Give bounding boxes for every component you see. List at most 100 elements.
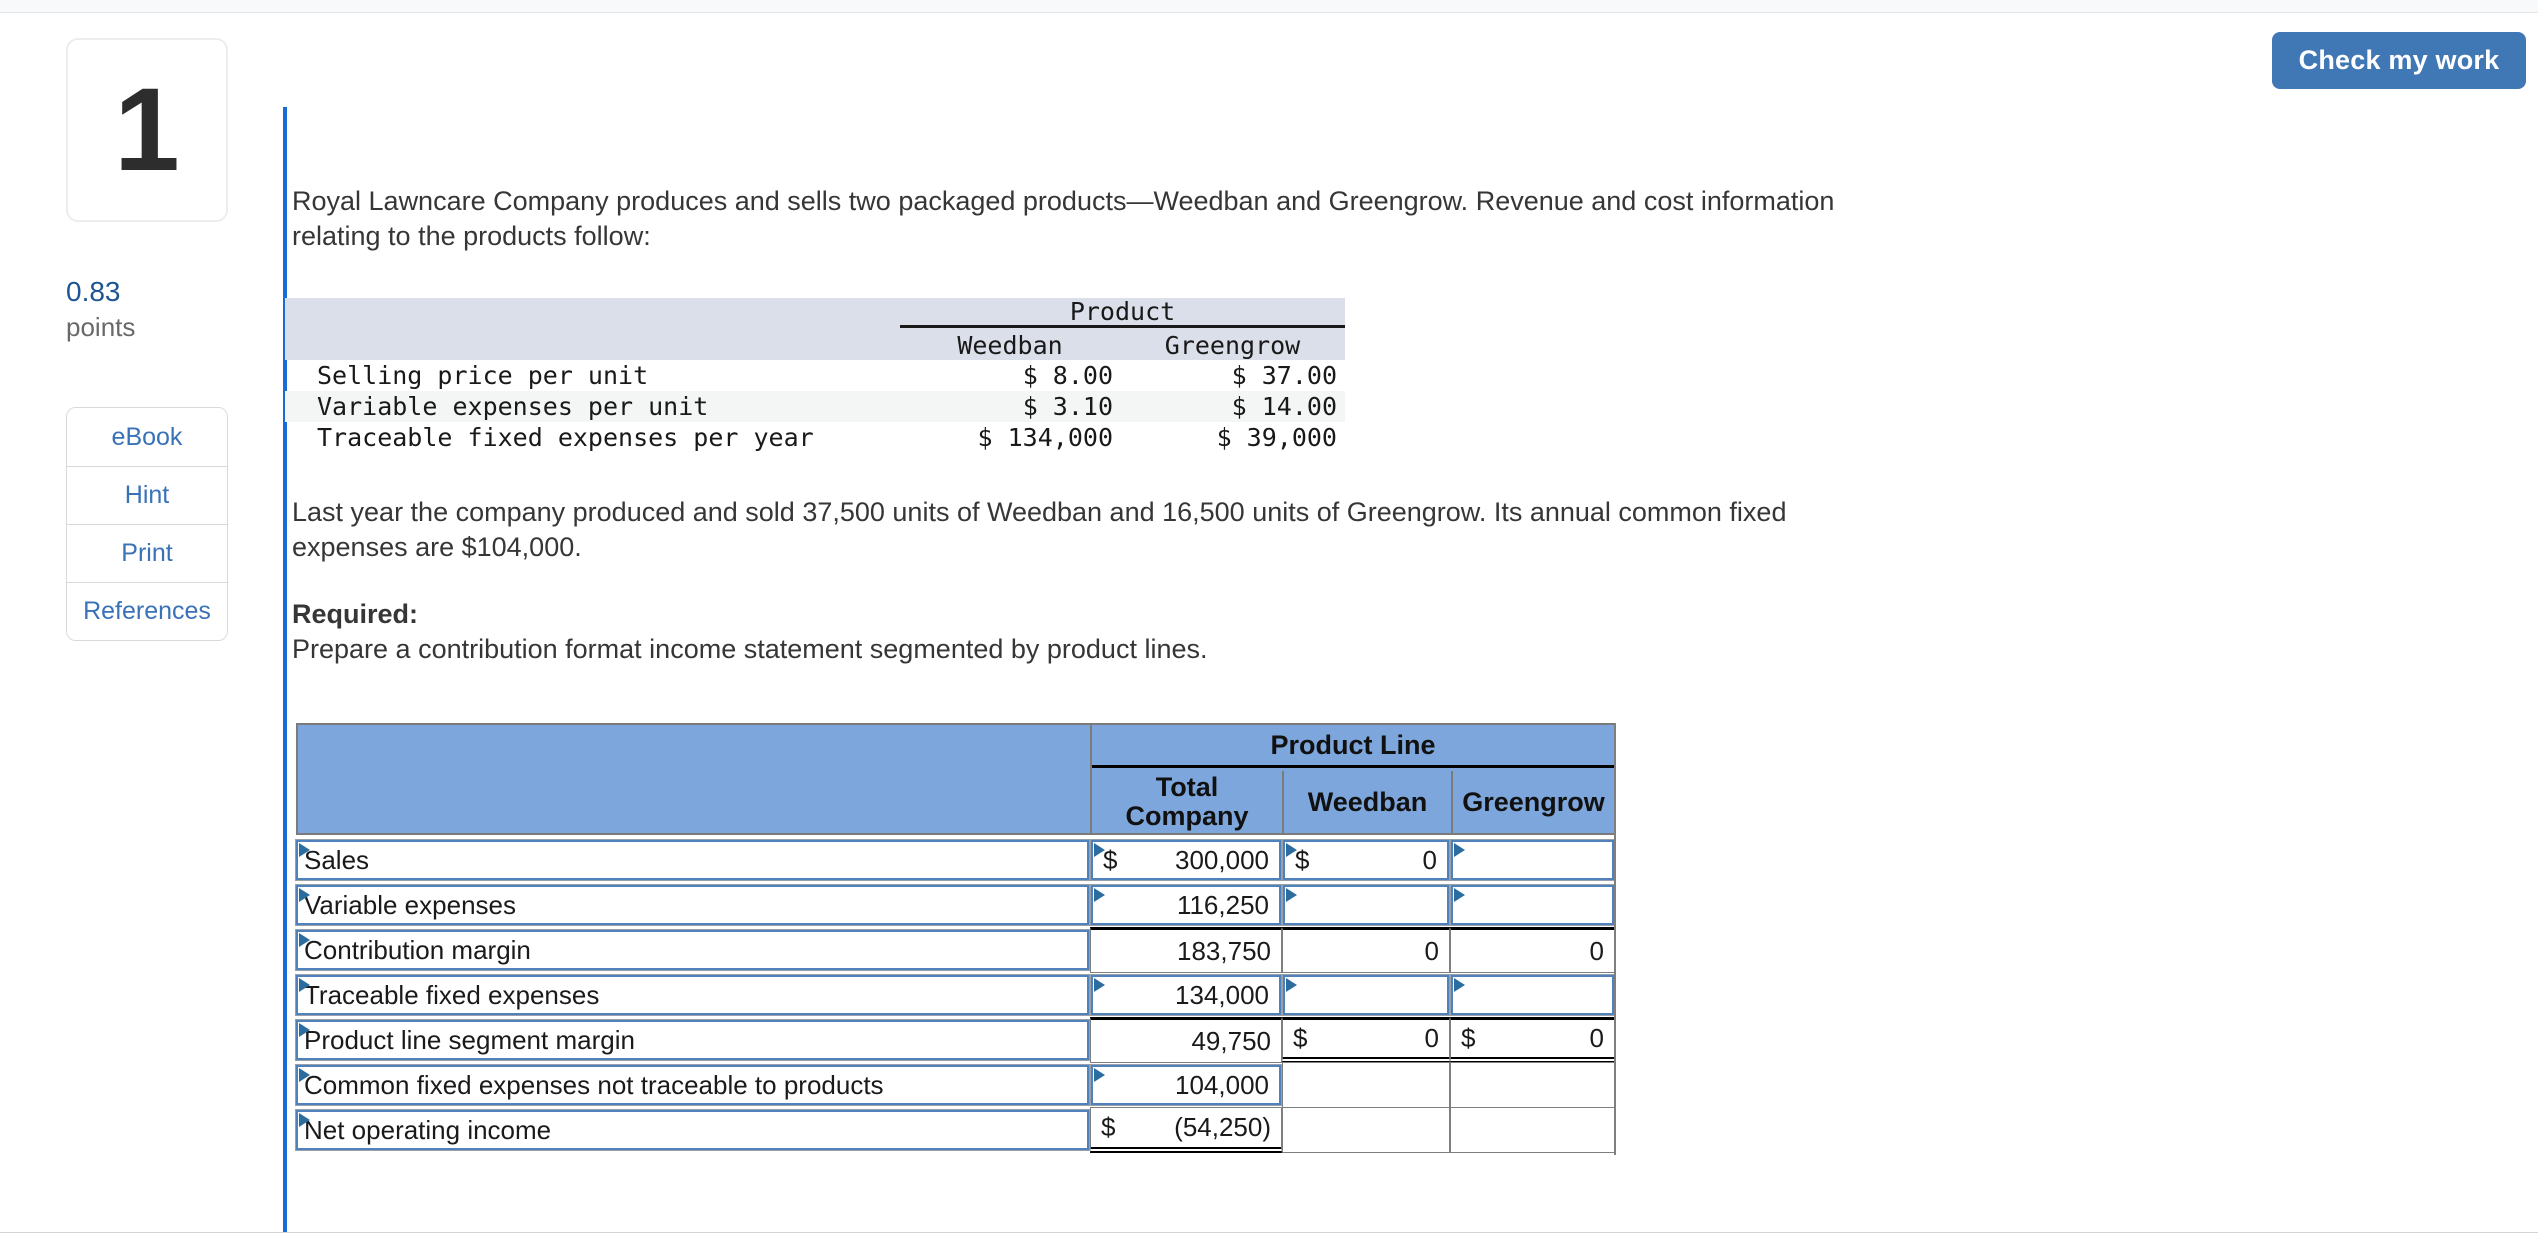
traceable-fixed-row-label[interactable]: Traceable fixed expenses [296,975,1089,1015]
table-outer-border [1614,723,1616,1155]
check-my-work-label: Check my work [2298,45,2500,75]
contribution-margin-weedban-cell: 0 [1282,927,1450,973]
segment-margin-greengrow-cell: $ 0 [1450,1017,1615,1063]
required-text: Prepare a contribution format income sta… [292,634,1208,664]
check-my-work-button[interactable]: Check my work [2272,32,2526,89]
row-label: Selling price per unit [317,361,649,390]
net-operating-income-weedban-cell [1282,1107,1450,1153]
question-number: 1 [114,64,180,196]
resource-button-group: eBook Hint Print References [66,407,228,641]
hint-button[interactable]: Hint [67,466,227,524]
segment-margin-weedban-cell: $ 0 [1282,1017,1450,1063]
content-divider-line [283,107,287,1232]
contribution-margin-row-label[interactable]: Contribution margin [296,930,1089,970]
sales-weedban-input[interactable]: $ 0 [1283,840,1449,880]
cell-value: 0 [1422,844,1437,875]
net-operating-income-total-cell: $ (54,250) [1090,1107,1282,1153]
table-row: Variable expenses per unit $ 3.10 $ 14.0… [285,391,1345,422]
intro-line-1: Royal Lawncare Company produces and sell… [292,186,1835,216]
cell-value: (54,250) [1174,1112,1271,1142]
currency-symbol: $ [1101,1112,1116,1142]
total-company-column-header: Total Company [1125,772,1249,831]
variable-expenses-weedban-input[interactable] [1283,885,1449,925]
row-label-text: Traceable fixed expenses [304,979,600,1010]
greengrow-value: $ 39,000 [1216,423,1337,452]
net-operating-income-greengrow-cell [1450,1107,1615,1153]
cell-value: 0 [1589,935,1604,966]
currency-symbol: $ [1295,844,1310,875]
traceable-fixed-total-input[interactable]: 134,000 [1091,975,1281,1015]
problem-intro: Royal Lawncare Company produces and sell… [292,184,1834,254]
greengrow-value: $ 14.00 [1231,392,1337,421]
weedban-value: $ 8.00 [1022,361,1113,390]
weedban-value: $ 134,000 [977,423,1113,452]
product-data-table: Product Weedban Greengrow Selling price … [285,297,1345,453]
cell-value: 49,750 [1191,1025,1271,1056]
cell-value: 0 [1424,935,1439,966]
print-button[interactable]: Print [67,524,227,582]
header-divider [1282,771,1284,833]
references-button[interactable]: References [67,582,227,640]
row-label-text: Common fixed expenses not traceable to p… [304,1069,884,1100]
product-data-table-header [285,298,1345,360]
traceable-fixed-greengrow-input[interactable] [1451,975,1614,1015]
sales-total-input[interactable]: $ 300,000 [1091,840,1281,880]
contribution-margin-total-cell: 183,750 [1090,927,1282,973]
product-group-header: Product [900,297,1345,328]
cell-value: 104,000 [1175,1069,1269,1100]
sales-row-label[interactable]: Sales [296,840,1089,880]
common-fixed-weedban-cell [1282,1062,1450,1110]
cell-value: 300,000 [1175,844,1269,875]
variable-expenses-total-input[interactable]: 116,250 [1091,885,1281,925]
greengrow-column-header: Greengrow [1164,330,1301,360]
traceable-fixed-weedban-input[interactable] [1283,975,1449,1015]
product-line-group-header: Product Line [1092,725,1614,768]
row-label-text: Sales [304,844,370,875]
row-label-text: Contribution margin [304,934,531,965]
points-value: 0.83 [66,276,121,307]
net-operating-income-row-label[interactable]: Net operating income [296,1110,1089,1150]
currency-symbol: $ [1103,844,1118,875]
weedban-column-header: Weedban [957,330,1063,360]
question-number-card: 1 [66,38,228,222]
currency-symbol: $ [1461,1023,1476,1053]
cell-value: 183,750 [1177,935,1271,966]
segment-margin-total-cell: 49,750 [1090,1017,1282,1063]
ebook-button[interactable]: eBook [67,408,227,466]
cell-value: 134,000 [1175,979,1269,1010]
header-divider [1090,725,1092,833]
detail-line-1: Last year the company produced and sold … [292,497,1787,527]
cell-value: 116,250 [1176,889,1269,920]
segment-margin-row-label[interactable]: Product line segment margin [296,1020,1089,1060]
row-label-text: Variable expenses [304,889,516,920]
cell-value: 0 [1424,1023,1439,1053]
currency-symbol: $ [1293,1023,1308,1053]
table-row: Selling price per unit $ 8.00 $ 37.00 [285,360,1345,391]
intro-line-2: relating to the products follow: [292,221,651,251]
weedban-value: $ 3.10 [1022,392,1113,421]
cell-value: 0 [1589,1023,1604,1053]
problem-detail: Last year the company produced and sold … [292,495,1786,565]
variable-expenses-row-label[interactable]: Variable expenses [296,885,1089,925]
required-heading: Required: [292,599,419,629]
income-statement-header: Product Line Total Company Weedban Green… [296,723,1616,835]
detail-line-2: expenses are $104,000. [292,532,582,562]
weedban-column-header: Weedban [1307,786,1428,817]
sales-greengrow-input[interactable] [1451,840,1614,880]
bottom-divider [0,1232,2538,1233]
contribution-margin-greengrow-cell: 0 [1450,927,1615,973]
common-fixed-total-input[interactable]: 104,000 [1091,1065,1281,1105]
common-fixed-greengrow-cell [1450,1062,1615,1110]
row-label: Variable expenses per unit [317,392,709,421]
points-label: points [66,312,136,342]
greengrow-column-header: Greengrow [1462,786,1605,817]
header-divider [1451,771,1453,833]
greengrow-value: $ 37.00 [1231,361,1337,390]
common-fixed-row-label[interactable]: Common fixed expenses not traceable to p… [296,1065,1089,1105]
variable-expenses-greengrow-input[interactable] [1451,885,1614,925]
row-label: Traceable fixed expenses per year [317,423,814,452]
row-label-text: Net operating income [304,1114,552,1145]
table-row: Traceable fixed expenses per year $ 134,… [285,422,1345,453]
row-label-text: Product line segment margin [304,1024,635,1055]
